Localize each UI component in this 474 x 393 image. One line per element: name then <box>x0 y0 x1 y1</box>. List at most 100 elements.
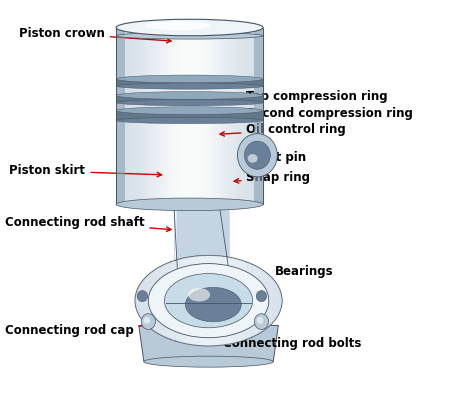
Polygon shape <box>174 206 221 277</box>
Polygon shape <box>175 206 224 277</box>
Bar <box>241 28 244 204</box>
Bar <box>262 255 267 346</box>
Bar <box>171 255 175 346</box>
Bar <box>211 255 216 346</box>
Ellipse shape <box>144 317 150 324</box>
Polygon shape <box>176 206 226 277</box>
Bar <box>141 28 143 204</box>
Bar <box>140 255 145 346</box>
Bar <box>116 111 263 120</box>
Bar <box>133 28 136 204</box>
Bar <box>211 28 214 204</box>
Bar <box>146 28 148 204</box>
Bar <box>116 28 263 204</box>
Polygon shape <box>177 206 228 277</box>
Polygon shape <box>176 206 225 277</box>
Bar <box>168 28 170 204</box>
Ellipse shape <box>185 287 241 322</box>
Polygon shape <box>175 206 224 277</box>
Bar <box>191 255 196 346</box>
Bar <box>200 28 202 204</box>
Polygon shape <box>177 206 228 277</box>
Ellipse shape <box>116 107 263 115</box>
Bar <box>118 28 121 204</box>
Polygon shape <box>177 206 229 277</box>
Bar <box>160 255 165 346</box>
Ellipse shape <box>146 21 212 30</box>
Bar <box>217 28 219 204</box>
Text: Oil control ring: Oil control ring <box>220 123 346 136</box>
Text: Piston skirt: Piston skirt <box>9 164 162 178</box>
Bar <box>116 28 118 204</box>
Bar <box>128 28 131 204</box>
Bar <box>258 28 261 204</box>
Bar <box>126 28 128 204</box>
Bar <box>180 28 182 204</box>
Text: Connecting rod bolts: Connecting rod bolts <box>206 334 361 351</box>
Bar <box>277 255 282 346</box>
Polygon shape <box>175 206 222 277</box>
Bar <box>155 255 160 346</box>
Ellipse shape <box>164 274 253 328</box>
Bar <box>150 255 155 346</box>
Ellipse shape <box>141 314 155 329</box>
Bar <box>221 28 224 204</box>
Ellipse shape <box>257 317 264 324</box>
Bar <box>209 28 211 204</box>
Bar <box>121 28 123 204</box>
Bar <box>187 28 190 204</box>
Ellipse shape <box>116 198 263 211</box>
Text: Connecting rod cap: Connecting rod cap <box>5 323 166 337</box>
Bar <box>163 28 165 204</box>
Bar <box>272 255 277 346</box>
Bar <box>238 28 241 204</box>
Ellipse shape <box>116 83 263 89</box>
Bar <box>207 28 209 204</box>
Bar <box>176 255 181 346</box>
Ellipse shape <box>247 154 258 163</box>
Bar <box>143 28 146 204</box>
Polygon shape <box>176 206 225 277</box>
Bar <box>252 255 256 346</box>
Bar <box>246 28 248 204</box>
Bar <box>170 28 173 204</box>
Polygon shape <box>177 206 228 277</box>
Ellipse shape <box>256 291 267 302</box>
Ellipse shape <box>116 33 263 39</box>
Bar <box>153 28 155 204</box>
Bar <box>256 28 258 204</box>
Bar <box>221 255 226 346</box>
Ellipse shape <box>255 314 269 329</box>
Bar <box>138 28 141 204</box>
Bar <box>234 28 236 204</box>
Bar <box>241 255 246 346</box>
Bar <box>261 28 263 204</box>
Bar <box>237 255 241 346</box>
Bar <box>136 28 138 204</box>
Bar <box>231 255 236 346</box>
Polygon shape <box>176 206 227 277</box>
Polygon shape <box>175 206 223 277</box>
Bar <box>175 28 177 204</box>
Polygon shape <box>176 206 225 277</box>
Bar <box>244 28 246 204</box>
Text: Piston crown: Piston crown <box>19 27 171 43</box>
Bar <box>135 255 140 346</box>
Polygon shape <box>174 206 220 277</box>
Bar <box>202 28 204 204</box>
Bar <box>246 255 252 346</box>
Ellipse shape <box>148 264 269 338</box>
Bar <box>181 255 186 346</box>
Polygon shape <box>178 206 230 277</box>
Bar <box>216 255 221 346</box>
Ellipse shape <box>116 75 263 83</box>
Bar <box>267 255 272 346</box>
Polygon shape <box>175 206 224 277</box>
Polygon shape <box>174 206 220 277</box>
Ellipse shape <box>116 117 263 123</box>
Polygon shape <box>177 206 229 277</box>
Text: Snap ring: Snap ring <box>234 171 310 184</box>
Bar <box>231 28 234 204</box>
Bar <box>190 28 192 204</box>
Bar <box>206 255 211 346</box>
